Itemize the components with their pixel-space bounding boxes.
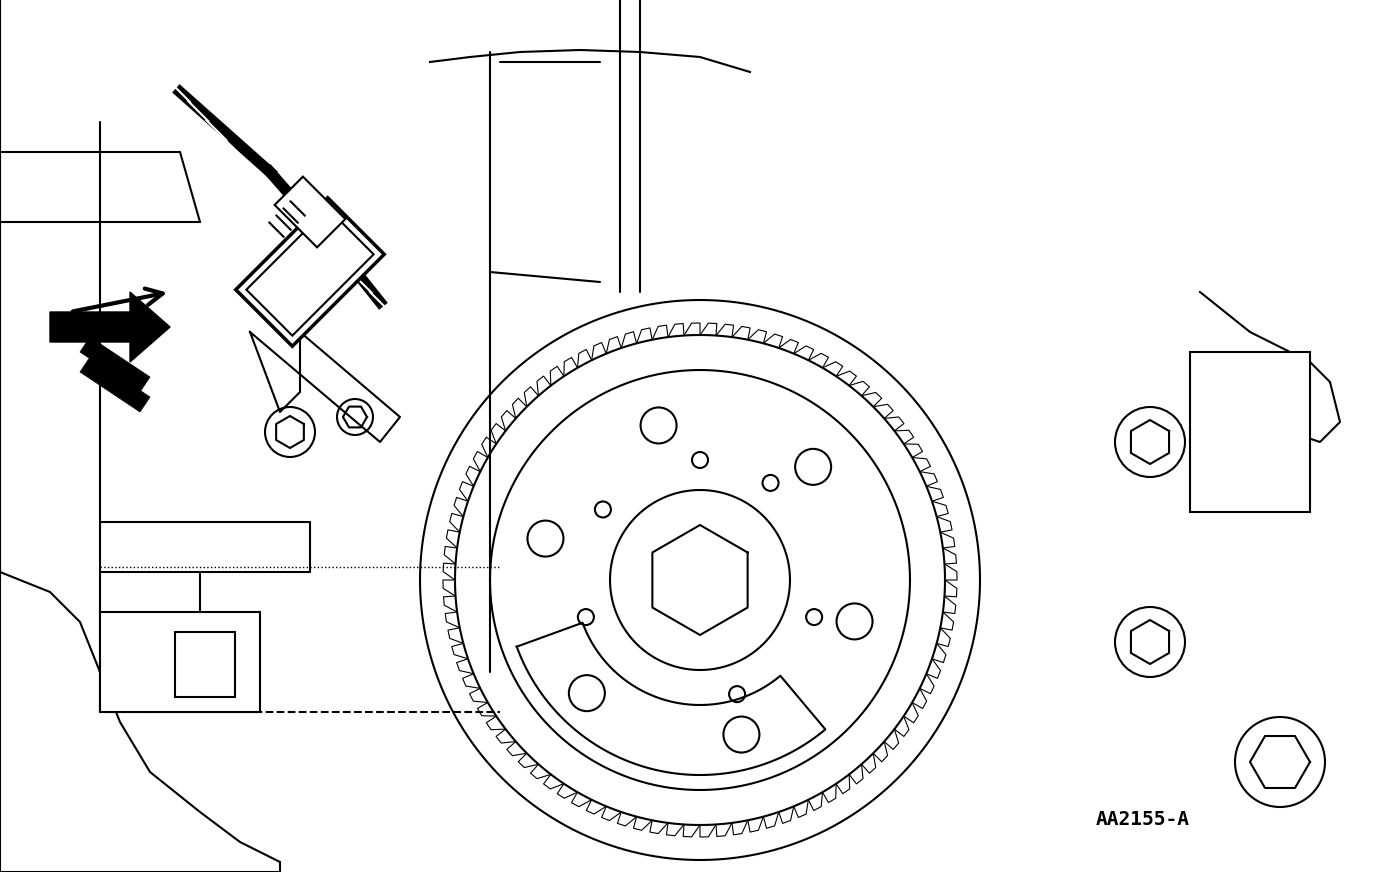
Polygon shape (79, 357, 150, 412)
Polygon shape (0, 0, 280, 872)
Bar (176, 632, 235, 697)
Polygon shape (50, 292, 170, 362)
Text: AA2155-A: AA2155-A (1095, 810, 1190, 829)
Polygon shape (247, 208, 373, 336)
Polygon shape (274, 177, 345, 248)
Bar (100, 612, 260, 712)
Bar (1190, 352, 1309, 512)
Polygon shape (235, 198, 384, 346)
Polygon shape (79, 337, 150, 392)
